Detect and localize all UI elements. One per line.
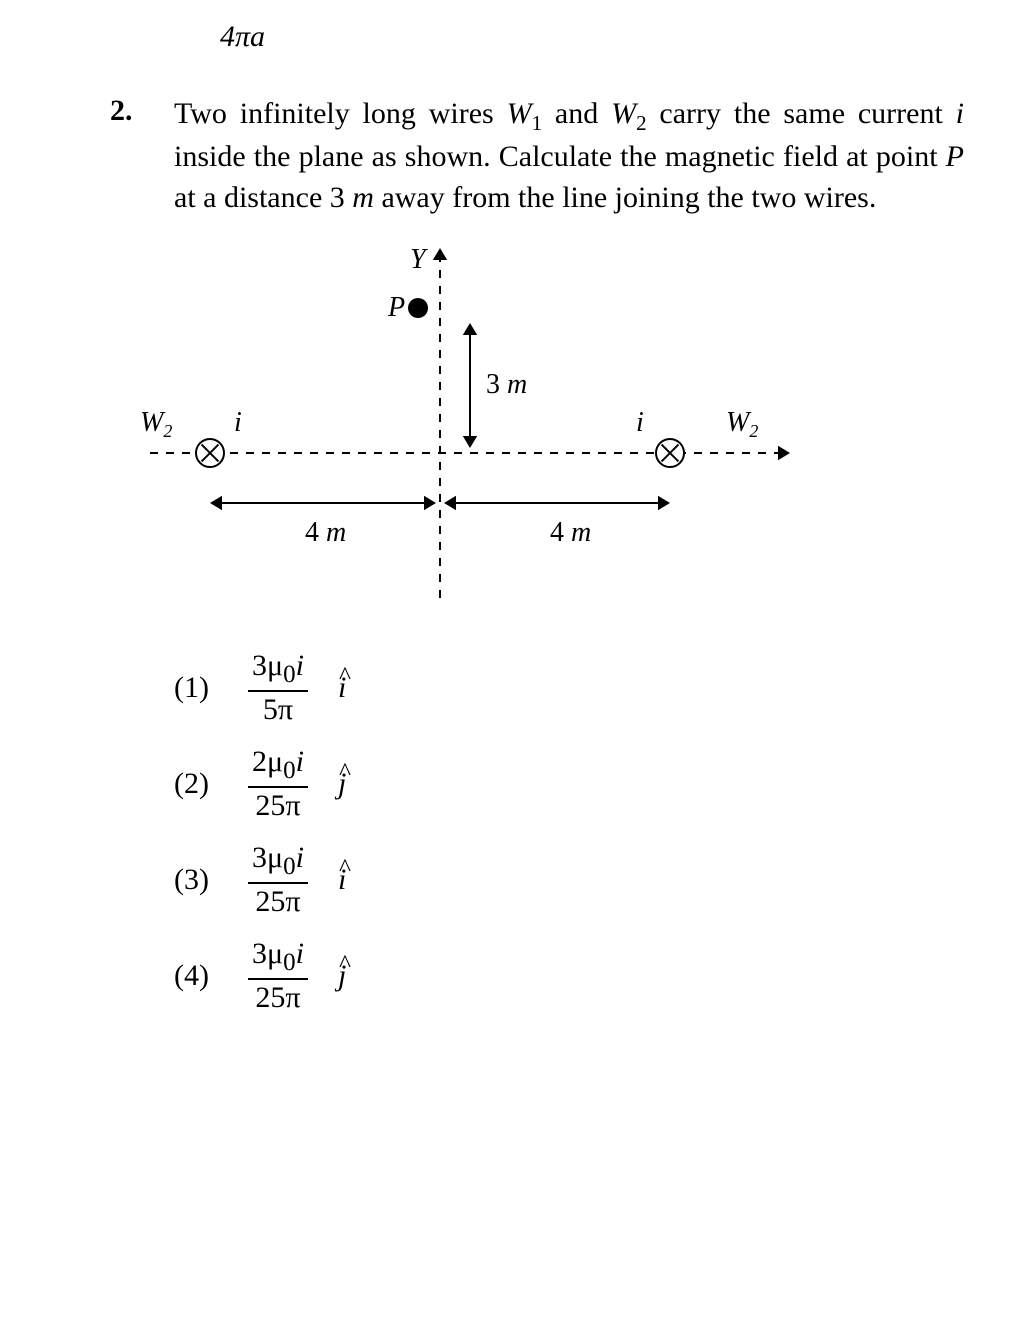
fraction-bar: [248, 786, 308, 788]
svg-text:3 m: 3 m: [486, 369, 527, 400]
fraction-denominator: 5π: [259, 695, 297, 725]
svg-text:P: P: [387, 292, 405, 323]
diagram: YP 3 m 4 m 4 m W2 i W2 i: [110, 228, 964, 628]
unit-vector: ^i: [338, 863, 346, 897]
q-var: W: [507, 97, 532, 130]
q-frag: inside the plane as shown. Calculate the…: [174, 140, 946, 173]
fraction-numerator: 3μ0i: [248, 651, 308, 687]
q-var: P: [946, 140, 964, 173]
q-sub: 1: [532, 111, 543, 135]
q-frag: and: [542, 97, 611, 130]
q-frag: away from the line joining the two wires…: [374, 181, 876, 214]
option-fraction: 3μ0i 25π: [248, 843, 308, 917]
question-number: 2.: [110, 94, 138, 128]
q-frag: carry the same current: [647, 97, 956, 130]
svg-text:4 m: 4 m: [305, 517, 346, 548]
top-fragment-text: 4πa: [220, 20, 265, 53]
svg-text:W2: W2: [726, 407, 758, 441]
q-frag: Two infinitely long wires: [174, 97, 507, 130]
svg-text:i: i: [234, 407, 242, 438]
option-row: (1) 3μ0i 5π ^i: [174, 652, 964, 724]
svg-text:Y: Y: [410, 244, 429, 275]
option-label: (3): [174, 863, 224, 897]
q-sub: 2: [636, 111, 647, 135]
fraction-bar: [248, 690, 308, 692]
option-row: (2) 2μ0i 25π ^j: [174, 748, 964, 820]
fraction-denominator: 25π: [251, 887, 304, 917]
option-label: (2): [174, 767, 224, 801]
option-row: (4) 3μ0i 25π ^j: [174, 940, 964, 1012]
top-fragment: 4πa: [220, 20, 964, 54]
svg-text:i: i: [636, 407, 644, 438]
unit-vector: ^j: [338, 767, 346, 801]
option-fraction: 3μ0i 25π: [248, 939, 308, 1013]
q-var: i: [956, 97, 964, 130]
option-fraction: 3μ0i 5π: [248, 651, 308, 725]
q-var: m: [352, 181, 374, 214]
diagram-svg: YP 3 m 4 m 4 m W2 i W2 i: [110, 228, 810, 628]
svg-text:4 m: 4 m: [550, 517, 591, 548]
svg-text:W2: W2: [140, 407, 172, 441]
option-label: (1): [174, 671, 224, 705]
fraction-bar: [248, 882, 308, 884]
q-var: W: [611, 97, 636, 130]
fraction-denominator: 25π: [251, 791, 304, 821]
fraction-numerator: 3μ0i: [248, 939, 308, 975]
unit-vector: ^j: [338, 959, 346, 993]
options-list: (1) 3μ0i 5π ^i (2) 2μ0i 25π ^j (3) 3μ0i 25π ^i (4) 3μ…: [174, 652, 964, 1012]
option-fraction: 2μ0i 25π: [248, 747, 308, 821]
question-block: 2. Two infinitely long wires W1 and W2 c…: [110, 94, 964, 218]
option-label: (4): [174, 959, 224, 993]
unit-vector: ^i: [338, 671, 346, 705]
fraction-numerator: 3μ0i: [248, 843, 308, 879]
question-text: Two infinitely long wires W1 and W2 carr…: [174, 94, 964, 218]
option-row: (3) 3μ0i 25π ^i: [174, 844, 964, 916]
fraction-numerator: 2μ0i: [248, 747, 308, 783]
q-frag: at a distance 3: [174, 181, 352, 214]
fraction-bar: [248, 978, 308, 980]
fraction-denominator: 25π: [251, 983, 304, 1013]
